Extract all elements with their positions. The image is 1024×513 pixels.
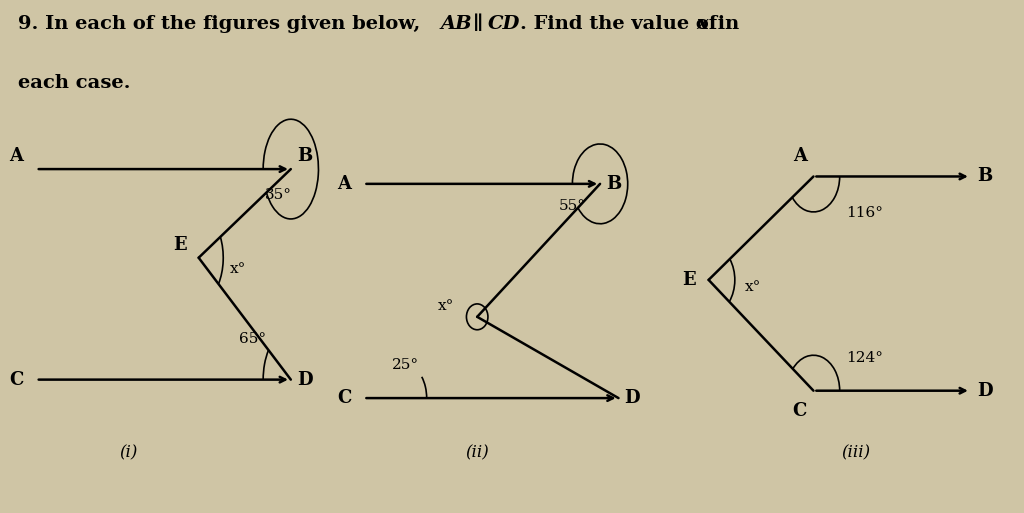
Text: x°: x° bbox=[744, 280, 761, 294]
Text: B: B bbox=[606, 175, 622, 193]
Text: x: x bbox=[696, 15, 708, 33]
Text: each case.: each case. bbox=[18, 74, 131, 92]
Text: . Find the value of: . Find the value of bbox=[520, 15, 724, 33]
Text: x°: x° bbox=[229, 262, 246, 276]
Text: C: C bbox=[793, 402, 807, 420]
Text: x°: x° bbox=[438, 299, 455, 313]
Text: A: A bbox=[793, 147, 807, 165]
Text: A: A bbox=[337, 175, 351, 193]
Text: C: C bbox=[9, 370, 24, 389]
Text: E: E bbox=[173, 236, 186, 254]
Text: 25°: 25° bbox=[391, 358, 419, 372]
Text: CD: CD bbox=[487, 15, 520, 33]
Text: 65°: 65° bbox=[240, 332, 266, 346]
Text: (i): (i) bbox=[119, 444, 137, 461]
Text: (ii): (ii) bbox=[465, 444, 489, 461]
Text: 35°: 35° bbox=[265, 188, 292, 202]
Text: (iii): (iii) bbox=[842, 444, 870, 461]
Text: D: D bbox=[625, 389, 640, 407]
Text: B: B bbox=[297, 147, 312, 165]
Text: AB: AB bbox=[440, 15, 472, 33]
Text: C: C bbox=[337, 389, 351, 407]
Text: D: D bbox=[297, 370, 312, 389]
Text: 116°: 116° bbox=[846, 206, 884, 220]
Text: 124°: 124° bbox=[846, 351, 884, 365]
Text: D: D bbox=[977, 382, 993, 400]
Text: B: B bbox=[977, 167, 992, 186]
Text: E: E bbox=[682, 271, 695, 289]
Text: ∥: ∥ bbox=[473, 15, 483, 33]
Text: in: in bbox=[711, 15, 739, 33]
Text: 55°: 55° bbox=[559, 199, 586, 213]
Text: A: A bbox=[9, 147, 24, 165]
Text: 9. In each of the figures given below,: 9. In each of the figures given below, bbox=[18, 15, 427, 33]
